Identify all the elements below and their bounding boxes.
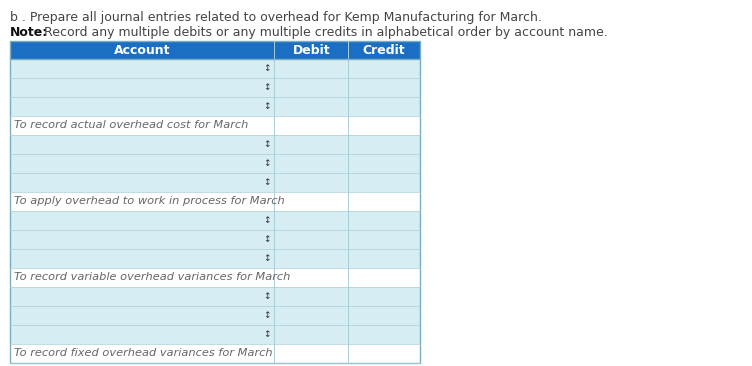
Text: Credit: Credit bbox=[362, 44, 405, 56]
Bar bbox=[10, 306, 420, 325]
Text: ↕: ↕ bbox=[262, 83, 270, 92]
Text: Note:: Note: bbox=[10, 26, 48, 39]
Bar bbox=[10, 78, 420, 97]
Text: ↕: ↕ bbox=[262, 235, 270, 244]
Bar bbox=[10, 192, 420, 211]
Bar bbox=[10, 173, 420, 192]
Text: b . Prepare all journal entries related to overhead for Kemp Manufacturing for M: b . Prepare all journal entries related … bbox=[10, 11, 542, 24]
Text: ↕: ↕ bbox=[262, 330, 270, 339]
Text: ↕: ↕ bbox=[262, 254, 270, 263]
Bar bbox=[10, 154, 420, 173]
Text: ↕: ↕ bbox=[262, 102, 270, 111]
Text: ↕: ↕ bbox=[262, 178, 270, 187]
Text: ↕: ↕ bbox=[262, 64, 270, 73]
Text: Debit: Debit bbox=[293, 44, 330, 56]
Text: ↕: ↕ bbox=[262, 216, 270, 225]
Bar bbox=[10, 211, 420, 230]
Text: ↕: ↕ bbox=[262, 311, 270, 320]
Bar bbox=[10, 287, 420, 306]
Bar bbox=[10, 41, 420, 363]
Text: Account: Account bbox=[114, 44, 171, 56]
Text: To record actual overhead cost for March: To record actual overhead cost for March bbox=[14, 120, 248, 131]
Bar bbox=[10, 344, 420, 363]
Bar bbox=[10, 249, 420, 268]
Text: ↕: ↕ bbox=[262, 292, 270, 301]
Bar bbox=[10, 59, 420, 78]
Text: To record variable overhead variances for March: To record variable overhead variances fo… bbox=[14, 273, 290, 283]
Text: ↕: ↕ bbox=[262, 140, 270, 149]
Text: To record fixed overhead variances for March: To record fixed overhead variances for M… bbox=[14, 348, 273, 359]
Text: ↕: ↕ bbox=[262, 159, 270, 168]
Bar bbox=[10, 116, 420, 135]
Bar bbox=[10, 325, 420, 344]
Bar bbox=[10, 97, 420, 116]
Text: To apply overhead to work in process for March: To apply overhead to work in process for… bbox=[14, 197, 285, 206]
Bar bbox=[10, 268, 420, 287]
FancyBboxPatch shape bbox=[10, 41, 420, 59]
Bar bbox=[10, 135, 420, 154]
Bar bbox=[10, 230, 420, 249]
Text: Record any multiple debits or any multiple credits in alphabetical order by acco: Record any multiple debits or any multip… bbox=[40, 26, 608, 39]
